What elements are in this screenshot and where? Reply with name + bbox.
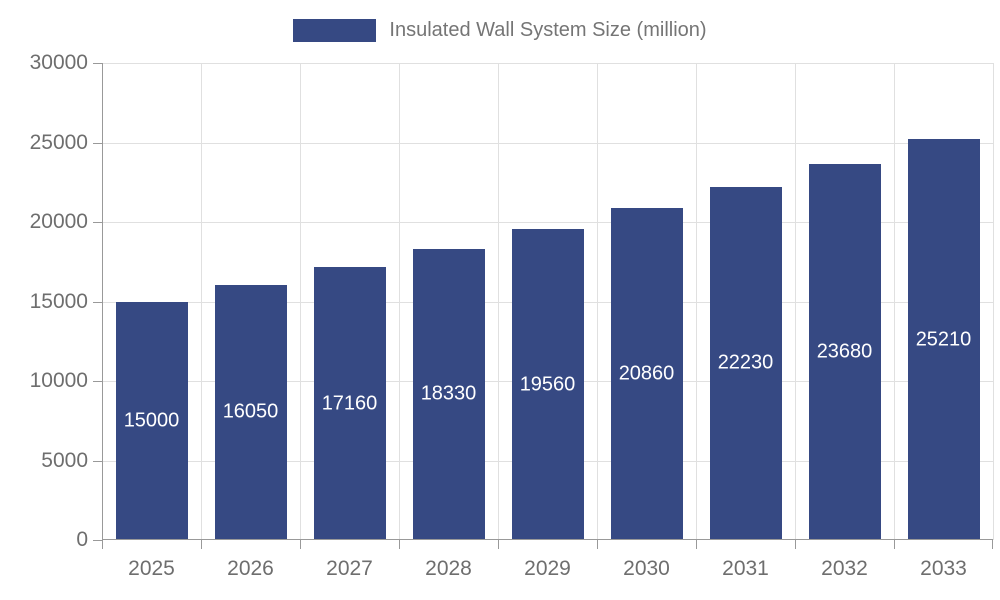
x-axis-line [102, 539, 993, 540]
bar[interactable]: 17160 [313, 267, 386, 540]
bar-value-label: 20860 [618, 362, 675, 385]
y-tick [93, 222, 102, 223]
y-tick-label: 5000 [41, 448, 88, 472]
x-gridline [696, 63, 697, 540]
bar[interactable]: 22230 [709, 186, 782, 540]
bar-value-label: 16050 [222, 400, 279, 423]
bar[interactable]: 20860 [610, 208, 683, 540]
bar[interactable]: 18330 [412, 248, 485, 540]
x-axis-label: 2025 [128, 557, 175, 580]
y-gridline [102, 142, 993, 144]
x-gridline [894, 63, 895, 540]
x-gridline [300, 63, 301, 540]
y-tick-label: 25000 [29, 130, 88, 154]
y-tick-label: 0 [76, 528, 88, 551]
bar-value-label: 15000 [123, 409, 180, 432]
x-gridline [201, 63, 202, 540]
legend: Insulated Wall System Size (million) [0, 18, 1000, 42]
bar-value-label: 18330 [420, 382, 477, 405]
y-tick [93, 460, 102, 462]
y-tick-label: 30000 [29, 51, 88, 74]
bar[interactable]: 23680 [808, 163, 881, 540]
x-tick [597, 540, 598, 549]
x-axis-label: 2033 [920, 557, 967, 580]
bar-value-label: 17160 [321, 392, 378, 415]
x-tick [992, 540, 993, 549]
y-tick-label: 15000 [29, 289, 88, 313]
x-tick [399, 540, 400, 549]
x-gridline [399, 63, 400, 540]
bar-value-label: 23680 [816, 340, 873, 363]
x-tick [696, 540, 697, 549]
bar[interactable]: 25210 [907, 139, 980, 540]
bar-value-label: 22230 [717, 351, 774, 374]
legend-label: Insulated Wall System Size (million) [389, 19, 707, 41]
x-tick [102, 540, 103, 549]
x-tick [201, 540, 202, 549]
y-tick [93, 301, 102, 303]
x-axis-label: 2028 [425, 557, 472, 580]
x-axis-label: 2031 [722, 557, 769, 580]
y-tick [93, 540, 102, 541]
y-axis-line [102, 63, 103, 540]
x-axis-label: 2030 [623, 557, 670, 580]
bar[interactable]: 16050 [214, 284, 287, 540]
y-gridline [102, 63, 993, 64]
x-tick [795, 540, 796, 549]
bar-value-label: 25210 [915, 328, 972, 351]
x-tick [498, 540, 499, 549]
bar-value-label: 19560 [519, 373, 576, 395]
y-gridline [102, 222, 993, 223]
y-tick-label: 20000 [29, 210, 88, 233]
plot-area: 0 5000 10000 15000 20000 25000 30000 15000 2025 1… [30, 51, 994, 580]
x-axis-label: 2029 [524, 557, 571, 580]
x-axis-label: 2032 [821, 557, 868, 580]
x-gridline [795, 63, 796, 540]
bar[interactable]: 15000 [115, 301, 188, 540]
y-tick-label: 10000 [29, 369, 88, 392]
x-gridline [597, 63, 598, 540]
y-tick [93, 142, 102, 144]
x-tick [300, 540, 301, 549]
x-axis-label: 2026 [227, 557, 274, 580]
legend-item[interactable]: Insulated Wall System Size (million) [293, 18, 707, 42]
x-gridline [993, 63, 994, 540]
y-tick [93, 381, 102, 382]
bar[interactable]: 19560 [511, 229, 584, 540]
x-axis-label: 2027 [326, 557, 373, 580]
x-tick [894, 540, 895, 549]
legend-swatch-icon [293, 18, 377, 42]
y-tick [93, 63, 102, 64]
x-gridline [498, 63, 499, 540]
